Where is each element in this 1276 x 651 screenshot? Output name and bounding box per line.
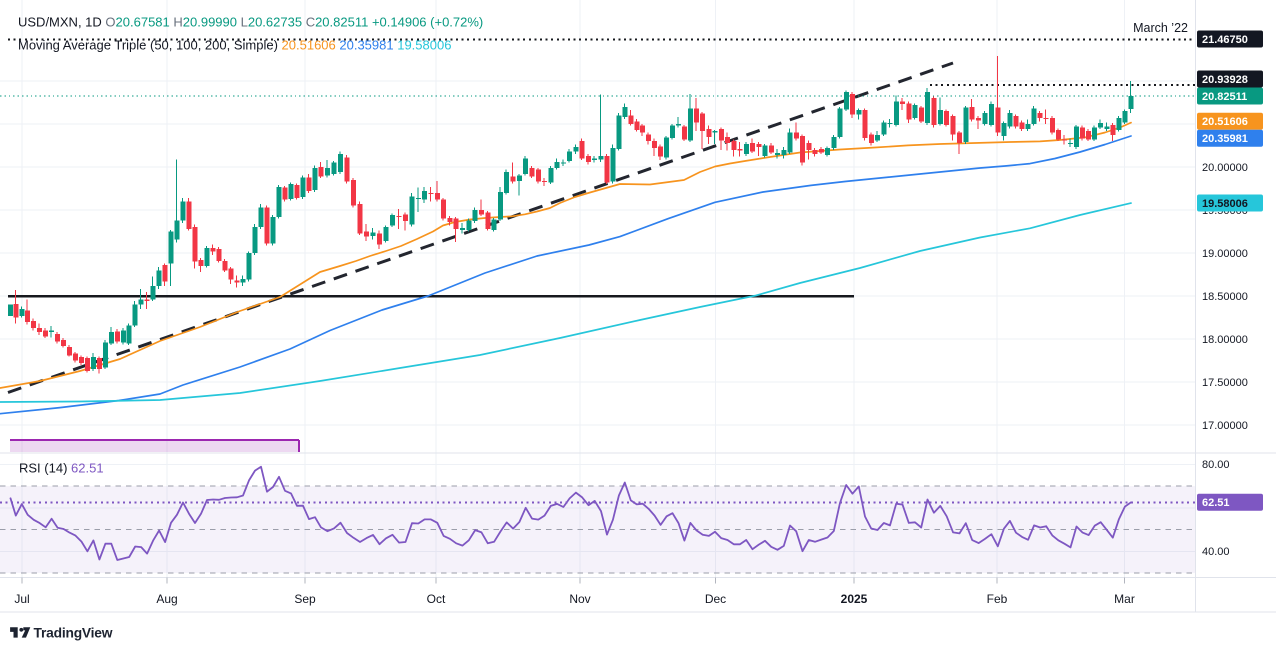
- svg-text:18.50000: 18.50000: [1202, 291, 1248, 303]
- svg-text:20.35981: 20.35981: [1202, 133, 1248, 145]
- svg-text:20.00000: 20.00000: [1202, 162, 1248, 174]
- svg-text:Sep: Sep: [294, 592, 316, 606]
- svg-text:80.00: 80.00: [1202, 459, 1230, 471]
- svg-text:Jul: Jul: [14, 592, 29, 606]
- svg-text:Moving Average Triple (50, 100: Moving Average Triple (50, 100, 200, Sim…: [18, 38, 451, 53]
- svg-text:19.58006: 19.58006: [1202, 198, 1248, 210]
- svg-text:USD/MXN, 1D O20.67581 H20.9999: USD/MXN, 1D O20.67581 H20.99990 L20.6273…: [18, 15, 483, 30]
- svg-text:Feb: Feb: [987, 592, 1008, 606]
- svg-text:19.00000: 19.00000: [1202, 248, 1248, 260]
- svg-text:20.51606: 20.51606: [1202, 116, 1248, 128]
- svg-text:17.00000: 17.00000: [1202, 420, 1248, 432]
- svg-text:Oct: Oct: [427, 592, 446, 606]
- svg-text:20.82511: 20.82511: [1202, 91, 1247, 103]
- svg-text:20.93928: 20.93928: [1202, 74, 1248, 86]
- svg-text:Aug: Aug: [156, 592, 177, 606]
- svg-text:March ’22: March ’22: [1133, 21, 1188, 35]
- svg-text:TradingView: TradingView: [34, 625, 113, 640]
- svg-text:Dec: Dec: [705, 592, 726, 606]
- svg-text:Nov: Nov: [569, 592, 590, 606]
- svg-text:RSI (14) 62.51: RSI (14) 62.51: [19, 461, 104, 476]
- svg-text:Mar: Mar: [1114, 592, 1135, 606]
- svg-text:62.51: 62.51: [1202, 497, 1230, 509]
- svg-text:21.46750: 21.46750: [1202, 34, 1248, 46]
- svg-text:17.50000: 17.50000: [1202, 377, 1248, 389]
- svg-text:18.00000: 18.00000: [1202, 334, 1248, 346]
- svg-text:40.00: 40.00: [1202, 546, 1230, 558]
- svg-text:2025: 2025: [841, 592, 868, 606]
